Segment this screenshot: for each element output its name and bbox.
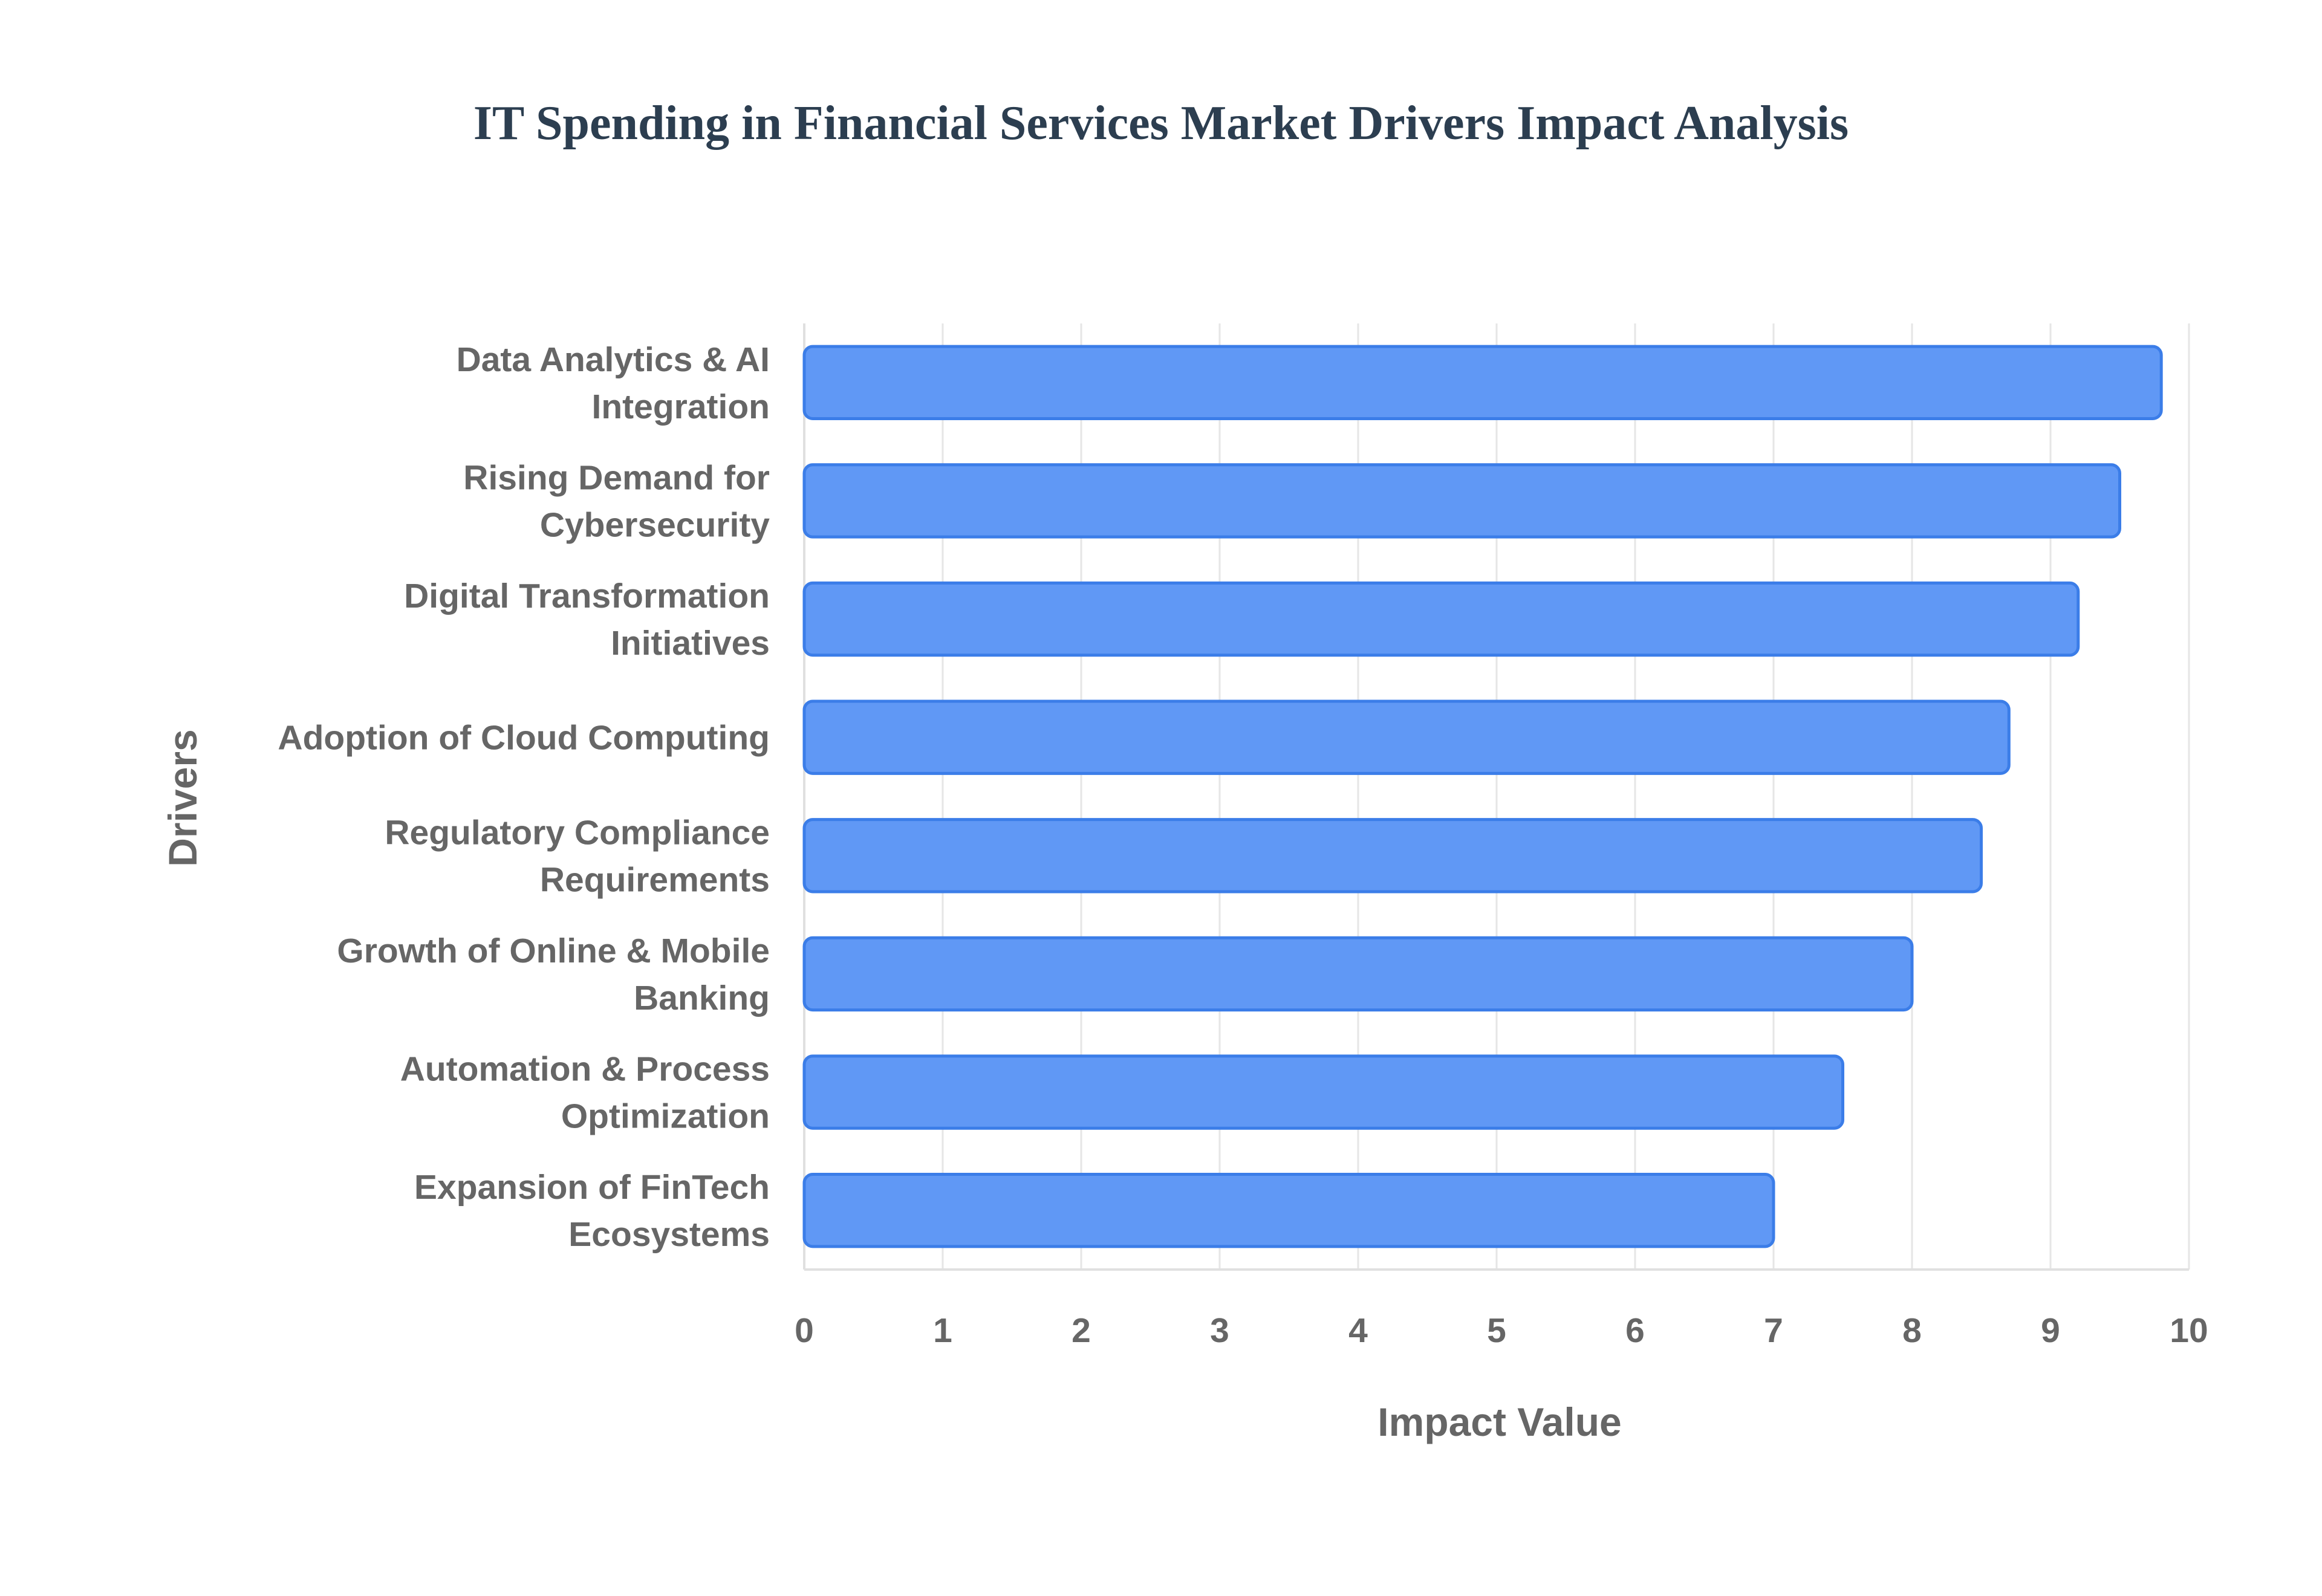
bars-layer (802, 345, 2163, 1248)
category-label: Expansion of FinTech Ecosystems (414, 1168, 770, 1254)
category-label-line: Requirements (540, 860, 770, 899)
bar[interactable] (802, 699, 2011, 775)
category-label-line: Ecosystems (568, 1215, 770, 1254)
category-label-line: Automation & Process (400, 1050, 770, 1089)
category-label: Digital Transformation Initiatives (404, 577, 770, 663)
category-label-line: Regulatory Compliance (385, 813, 770, 852)
category-label-line: Cybersecurity (540, 505, 770, 544)
category-label-line: Adoption of Cloud Computing (278, 719, 770, 757)
category-label: Rising Demand for Cybersecurity (463, 458, 770, 544)
y-axis-title: Drivers (160, 729, 205, 867)
bar[interactable] (802, 345, 2163, 420)
bar[interactable] (802, 1054, 1844, 1130)
category-label: Regulatory Compliance Requirements (385, 813, 770, 899)
category-label-line: Digital Transformation (404, 577, 770, 615)
category-label-line: Initiatives (611, 624, 770, 663)
bar[interactable] (802, 581, 2080, 657)
category-label-line: Rising Demand for (463, 458, 770, 497)
category-label: Automation & Process Optimization (400, 1050, 770, 1136)
bar[interactable] (802, 936, 1914, 1012)
x-axis-title: Impact Value (1377, 1400, 1622, 1444)
category-labels: Data Analytics & AI Integration Rising Dem… (278, 340, 770, 1254)
x-tick-label: 2 (1072, 1311, 1091, 1350)
x-tick-label: 9 (2041, 1311, 2060, 1350)
x-tick-label: 1 (933, 1311, 952, 1350)
x-tick-label: 0 (795, 1311, 814, 1350)
category-label-line: Optimization (561, 1097, 770, 1136)
x-tick-label: 6 (1625, 1311, 1645, 1350)
x-tick-label: 10 (2170, 1311, 2208, 1350)
category-label-line: Expansion of FinTech (414, 1168, 770, 1207)
category-label-line: Integration (592, 388, 770, 426)
category-label-line: Banking (634, 979, 770, 1017)
category-label: Adoption of Cloud Computing (278, 719, 770, 757)
bar[interactable] (802, 463, 2121, 539)
x-tick-label: 8 (1902, 1311, 1922, 1350)
x-tick-label: 7 (1764, 1311, 1783, 1350)
category-label-line: Growth of Online & Mobile (337, 932, 770, 970)
chart-title: IT Spending in Financial Services Market… (473, 97, 1849, 150)
x-tick-labels: 0 1 2 3 4 5 6 7 8 9 10 (795, 1311, 2208, 1350)
bar[interactable] (802, 818, 1983, 894)
x-tick-label: 3 (1210, 1311, 1229, 1350)
x-tick-label: 4 (1348, 1311, 1368, 1350)
category-label: Growth of Online & Mobile Banking (337, 932, 770, 1017)
bar[interactable] (802, 1173, 1775, 1248)
x-tick-label: 5 (1487, 1311, 1506, 1350)
category-label-line: Data Analytics & AI (457, 340, 770, 379)
category-label: Data Analytics & AI Integration (457, 340, 770, 426)
